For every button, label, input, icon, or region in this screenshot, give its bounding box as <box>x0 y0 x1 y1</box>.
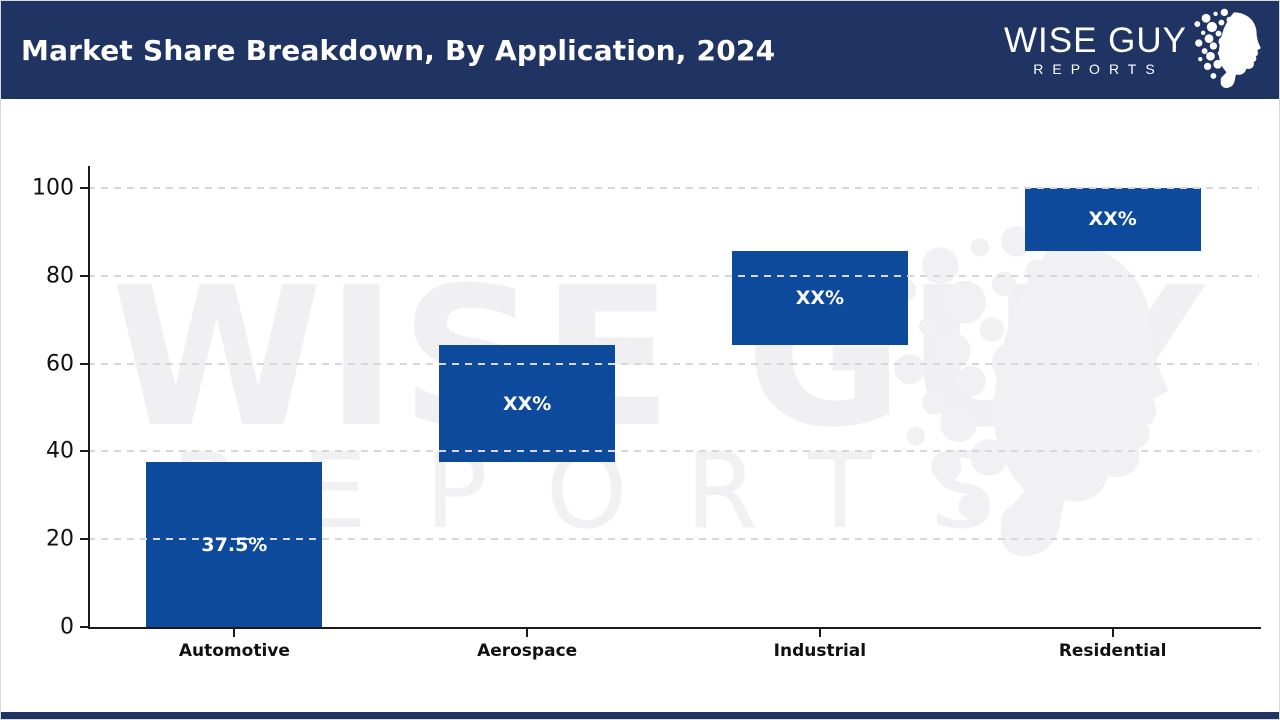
gridline <box>88 450 1259 453</box>
x-tick-mark <box>233 629 236 637</box>
x-category-label: Industrial <box>773 641 867 661</box>
y-tick-label: 100 <box>32 175 74 201</box>
gridline <box>88 187 1259 189</box>
wiseguy-head-icon <box>1194 8 1261 88</box>
x-tick-mark <box>526 629 529 637</box>
gridline <box>88 362 1259 365</box>
bar-value-label: XX% <box>1088 208 1137 231</box>
x-tick-mark <box>1111 629 1114 637</box>
bar-automotive <box>146 462 323 627</box>
bar-value-label: XX% <box>795 286 845 309</box>
x-axis-line <box>88 627 1261 629</box>
y-tick-mark <box>80 187 88 189</box>
logo-reports-label: REPORTS <box>1033 61 1164 78</box>
wiseguy-logo: WISE GUY REPORTS <box>1004 8 1267 92</box>
bar-industrial <box>731 250 908 345</box>
y-tick-label: 0 <box>60 614 74 640</box>
y-tick-label: 20 <box>46 526 74 552</box>
y-tick-label: 80 <box>46 263 74 289</box>
y-tick-label: 40 <box>46 438 74 464</box>
y-tick-mark <box>80 626 88 628</box>
y-tick-mark <box>80 450 88 453</box>
logo-wiseguy-label: WISE GUY <box>1003 20 1187 60</box>
x-category-label: Aerospace <box>477 641 578 661</box>
y-tick-label: 60 <box>46 351 74 377</box>
y-tick-mark <box>80 274 88 277</box>
gridline <box>88 274 1259 277</box>
page-title: Market Share Breakdown, By Application, … <box>21 33 776 67</box>
header-bar: Market Share Breakdown, By Application, … <box>1 1 1279 99</box>
y-axis-line <box>88 166 90 629</box>
y-tick-mark <box>80 538 88 541</box>
x-category-label: Residential <box>1058 641 1167 661</box>
bar-value-label: 37.5% <box>201 533 268 556</box>
x-category-label: Automotive <box>178 641 290 661</box>
wiseguy-logo-text: WISE GUY REPORTS <box>1003 20 1187 78</box>
gridline <box>88 538 1259 541</box>
footer-bar <box>1 712 1279 719</box>
y-tick-mark <box>80 362 88 365</box>
bar-value-label: XX% <box>502 392 552 415</box>
watermark-wiseguy-text: WISE GUY <box>111 247 1208 470</box>
x-tick-mark <box>818 629 821 637</box>
